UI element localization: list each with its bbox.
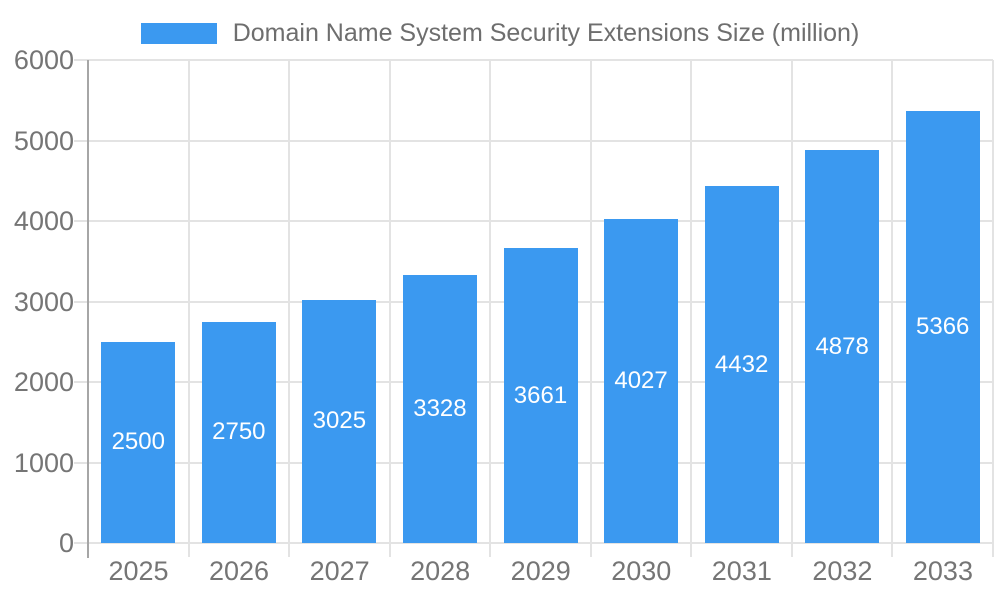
bar-value-label: 4432: [714, 350, 769, 378]
y-tick-label: 5000: [13, 125, 74, 156]
bar-value-label: 2750: [212, 418, 266, 446]
bar[interactable]: 5366: [905, 111, 980, 543]
gridline-vertical: [388, 60, 391, 557]
x-tick-label: 2025: [108, 556, 169, 586]
y-axis-line: [87, 60, 89, 558]
bar-value-label: 4027: [614, 366, 668, 394]
gridline-vertical: [690, 60, 693, 557]
bar[interactable]: 2500: [101, 341, 176, 543]
bar-value-label: 2500: [111, 428, 165, 456]
y-tick-label: 0: [58, 528, 74, 558]
legend-swatch: [140, 22, 217, 44]
bar[interactable]: 3025: [302, 299, 377, 543]
gridline-horizontal: [74, 542, 993, 544]
bar-value-label: 3661: [513, 381, 568, 409]
x-tick-label: 2031: [711, 556, 772, 586]
gridline-vertical: [589, 60, 592, 557]
x-tick-label: 2026: [209, 556, 270, 586]
x-tick-label: 2030: [611, 556, 672, 586]
gridline-vertical: [891, 60, 894, 557]
gridline-horizontal: [74, 59, 993, 61]
chart-legend[interactable]: Domain Name System Security Extensions S…: [0, 20, 1000, 46]
bar[interactable]: 4432: [704, 186, 779, 543]
gridline-vertical: [288, 60, 291, 557]
bar-value-label: 5366: [916, 313, 970, 341]
plot-area: 2500 2750 3025 3328 3661 4027 4432 4878 5366: [74, 59, 994, 557]
y-tick-label: 1000: [13, 447, 74, 478]
x-tick-label: 2033: [912, 556, 973, 586]
bar[interactable]: 2750: [201, 321, 276, 543]
legend-label: Domain Name System Security Extensions S…: [232, 19, 860, 47]
gridline-vertical: [187, 60, 190, 557]
x-tick-label: 2028: [410, 556, 471, 586]
gridline-vertical: [992, 60, 994, 557]
x-tick-label: 2027: [309, 556, 370, 586]
x-tick-label: 2032: [812, 556, 873, 586]
gridline-vertical: [489, 60, 492, 557]
y-tick-label: 6000: [13, 45, 74, 75]
bar[interactable]: 4027: [604, 218, 679, 543]
x-tick-label: 2029: [510, 556, 571, 586]
gridline-vertical: [790, 60, 793, 557]
bar-value-label: 3025: [312, 407, 367, 435]
y-tick-label: 2000: [13, 367, 74, 397]
bar[interactable]: 3328: [402, 275, 477, 543]
y-tick-label: 3000: [13, 286, 74, 317]
bar-value-label: 4878: [815, 332, 869, 360]
gridline-horizontal: [74, 220, 993, 222]
bar-value-label: 3328: [413, 395, 467, 423]
bar[interactable]: 3661: [503, 248, 578, 543]
y-tick-label: 4000: [13, 206, 74, 236]
gridline-horizontal: [74, 139, 993, 142]
bar[interactable]: 4878: [805, 150, 880, 543]
